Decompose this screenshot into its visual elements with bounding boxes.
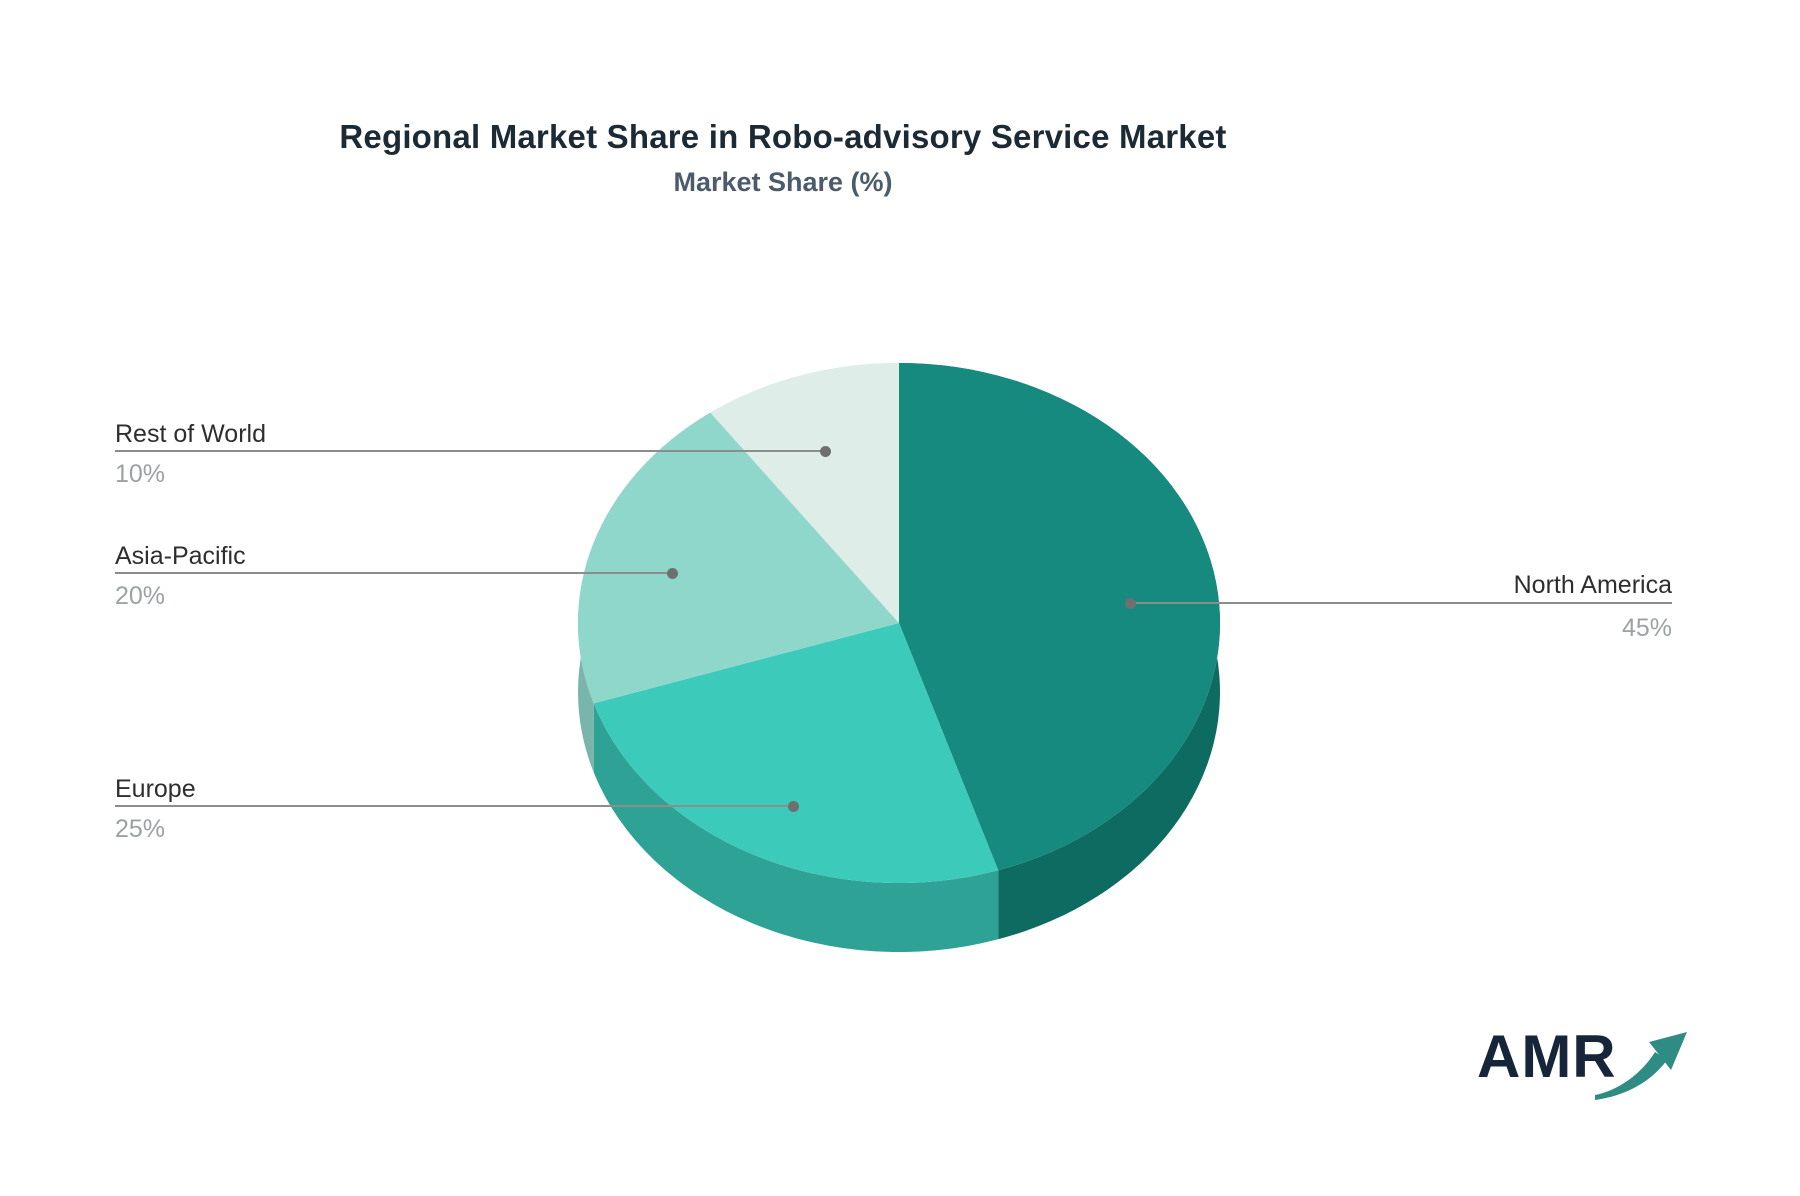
pie-slice-side-europe (593, 703, 999, 952)
leader-dot-europe (788, 801, 799, 812)
leader-line-europe (115, 805, 793, 807)
pie-slice-asia-pacific[interactable] (578, 412, 899, 704)
growth-arrow-icon (1595, 1032, 1687, 1100)
leader-line-north-america (1130, 602, 1672, 604)
value-asia-pacific: 20% (115, 582, 166, 610)
pie-slice-europe[interactable] (593, 623, 999, 883)
pie-svg (578, 363, 1220, 952)
leader-line-asia-pacific (115, 572, 672, 574)
leader-dot-north-america (1125, 598, 1136, 609)
value-europe: 25% (115, 815, 166, 843)
label-rest-of-world: Rest of World (115, 420, 266, 448)
chart-subtitle: Market Share (%) (673, 167, 893, 197)
pie-chart (540, 340, 1260, 980)
label-north-america: North America (1513, 571, 1672, 599)
leader-dot-rest-of-world (820, 446, 831, 457)
value-rest-of-world: 10% (115, 460, 166, 488)
pie-slice-north-america[interactable] (899, 363, 1220, 871)
label-europe: Europe (115, 775, 196, 803)
chart-title: Regional Market Share in Robo-advisory S… (339, 118, 1227, 155)
amr-logo-text: AMR (1477, 1023, 1617, 1090)
label-asia-pacific: Asia-Pacific (115, 542, 246, 570)
leader-line-rest-of-world (115, 450, 825, 452)
leader-dot-asia-pacific (667, 568, 678, 579)
amr-logo: AMR (1477, 1022, 1697, 1132)
value-north-america: 45% (1621, 614, 1672, 642)
pie-slice-rest-of-world[interactable] (710, 363, 899, 623)
